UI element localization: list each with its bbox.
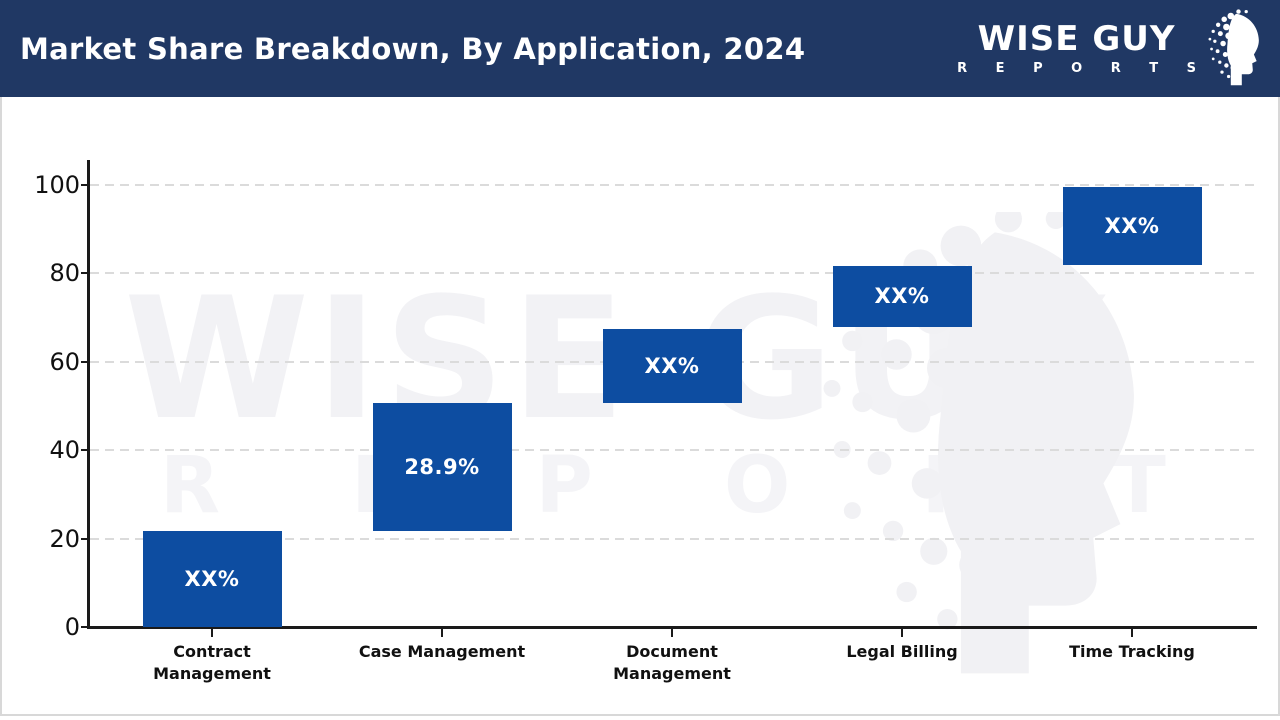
bar-value-label: 28.9% <box>404 455 480 480</box>
gridline-y20 <box>90 537 1257 540</box>
y-tick-label: 0 <box>64 613 80 641</box>
category-label: Legal Billing <box>846 642 958 661</box>
x-tick-mark <box>441 629 443 637</box>
y-tick-mark <box>81 184 89 186</box>
chart-canvas: WISE GUY R E P O R T S 020406080100XX%Co… <box>0 97 1280 716</box>
brand-subtitle: R E P O R T S <box>957 61 1208 76</box>
y-tick-mark <box>81 449 89 452</box>
plot-area: 0 20 40 60 80 100 XX% Contract Management 28.9% C… <box>2 97 1278 714</box>
page-title: Market Share Breakdown, By Application, … <box>20 31 806 66</box>
y-tick-mark <box>81 272 89 275</box>
x-tick-mark <box>671 629 673 637</box>
dotted-head-icon <box>1208 8 1259 85</box>
x-axis-line <box>87 626 1257 629</box>
category-label: Case Management <box>358 642 526 661</box>
y-tick-label: 40 <box>49 436 80 465</box>
bar-value-label: XX% <box>874 284 930 309</box>
brand-logo: WISE GUY R E P O R T S <box>945 7 1266 91</box>
y-tick-label: 20 <box>49 524 80 553</box>
bar-case-management: 28.9% <box>372 403 512 532</box>
category-label: Contract Management <box>153 642 271 683</box>
bar-contract-management: XX% <box>142 531 282 627</box>
gridline-y100 <box>90 184 1257 186</box>
x-tick-mark <box>211 629 213 637</box>
category-label: Time Tracking <box>1069 642 1195 661</box>
gridline-y80 <box>90 272 1257 275</box>
bar-time-tracking: XX% <box>1062 187 1202 265</box>
header-bar: Market Share Breakdown, By Application, … <box>0 0 1280 97</box>
y-tick-mark <box>81 626 89 628</box>
bar-document-management: XX% <box>602 329 742 404</box>
bar-value-label: XX% <box>184 567 240 592</box>
y-axis-line <box>87 160 90 629</box>
y-tick-mark <box>81 537 89 540</box>
y-tick-mark <box>81 360 89 363</box>
y-tick-label: 80 <box>49 259 80 288</box>
brand-name: WISE GUY <box>977 19 1176 59</box>
category-label: Document Management <box>613 642 731 683</box>
bar-legal-billing: XX% <box>832 265 972 327</box>
y-tick-label: 100 <box>34 171 80 199</box>
brand-logo-text: WISE GUY R E P O R T S <box>945 22 1208 75</box>
bar-value-label: XX% <box>1104 214 1160 239</box>
gridline-y40 <box>90 449 1257 452</box>
y-tick-label: 60 <box>49 347 80 376</box>
bar-value-label: XX% <box>644 354 700 379</box>
x-tick-mark <box>901 629 903 637</box>
x-tick-mark <box>1131 629 1133 637</box>
